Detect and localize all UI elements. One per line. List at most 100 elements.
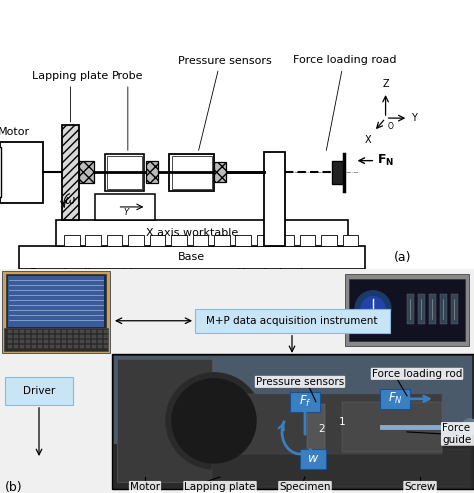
Bar [440,294,447,324]
Bar [451,294,458,324]
Bar [68,330,72,333]
Bar [2,271,110,353]
Bar [26,335,30,338]
Bar [85,235,101,246]
Text: Motor: Motor [130,482,160,492]
Bar [128,235,144,246]
Bar [429,294,436,324]
Bar [112,354,474,489]
Bar [92,330,96,333]
Text: 1: 1 [339,417,346,427]
Bar [98,345,102,348]
Text: Screw: Screw [404,482,436,492]
Text: $w$: $w$ [307,453,319,465]
Bar [104,335,108,338]
Text: O: O [387,122,393,131]
Bar [8,276,104,326]
Bar [107,156,142,189]
Text: $\mathbf{F_N}$: $\mathbf{F_N}$ [377,153,394,168]
Text: ω: ω [65,194,76,207]
Bar [56,345,60,348]
Bar [5,377,73,405]
Bar [104,330,108,333]
Text: $F_f$: $F_f$ [299,394,311,409]
Bar [4,328,108,351]
Bar [8,330,12,333]
Bar [86,345,90,348]
Bar [95,194,155,220]
Text: Force loading rod: Force loading rod [372,369,462,379]
Text: Force loading road: Force loading road [292,55,396,65]
Bar [192,235,208,246]
Bar [150,235,165,246]
Bar [343,235,358,246]
Bar [214,162,226,182]
Bar [14,330,18,333]
Bar [146,161,158,183]
Bar [50,335,54,338]
Bar [56,335,60,338]
Bar [264,152,285,246]
Bar [105,153,144,191]
Bar [44,330,48,333]
Circle shape [462,419,474,435]
Text: $F_N$: $F_N$ [388,391,402,406]
Bar [55,220,348,246]
Bar [8,345,12,348]
Bar [380,389,410,409]
Bar [14,340,18,343]
Text: X: X [365,135,372,144]
Bar [74,330,78,333]
Bar [92,335,96,338]
Bar [117,359,212,482]
Bar [290,392,320,412]
Bar [79,161,93,183]
Text: Y: Y [123,208,128,217]
Bar [50,340,54,343]
Bar [300,449,326,469]
Bar [20,340,24,343]
Bar [92,345,96,348]
Text: Z: Z [382,79,389,89]
Bar [32,335,36,338]
Bar [62,340,66,343]
Bar [86,335,90,338]
Bar [345,274,469,346]
Bar [8,340,12,343]
Bar [107,235,122,246]
Bar [6,274,106,329]
Bar [68,340,72,343]
Text: M+P data acquisition instrument: M+P data acquisition instrument [206,316,378,326]
Bar [38,345,42,348]
Text: Lapping plate: Lapping plate [32,71,109,81]
Bar [407,294,414,324]
Bar [86,330,90,333]
Circle shape [172,379,256,463]
Bar [418,294,425,324]
Bar [50,345,54,348]
Bar [44,335,48,338]
Bar [62,345,66,348]
Bar [104,340,108,343]
Bar [171,235,187,246]
Bar [114,356,472,444]
Bar [62,330,66,333]
Bar [44,340,48,343]
Circle shape [166,373,262,469]
Bar [80,330,84,333]
Bar [349,279,465,341]
Bar [26,340,30,343]
Bar [321,235,337,246]
Bar [214,235,230,246]
Text: X axis worktable: X axis worktable [146,228,238,238]
Bar [26,345,30,348]
Bar [26,330,30,333]
Circle shape [361,297,385,321]
Bar [236,235,251,246]
Text: Driver: Driver [23,386,55,396]
Bar [80,345,84,348]
Bar [74,335,78,338]
Bar [44,345,48,348]
Bar [68,335,72,338]
Bar [8,335,12,338]
